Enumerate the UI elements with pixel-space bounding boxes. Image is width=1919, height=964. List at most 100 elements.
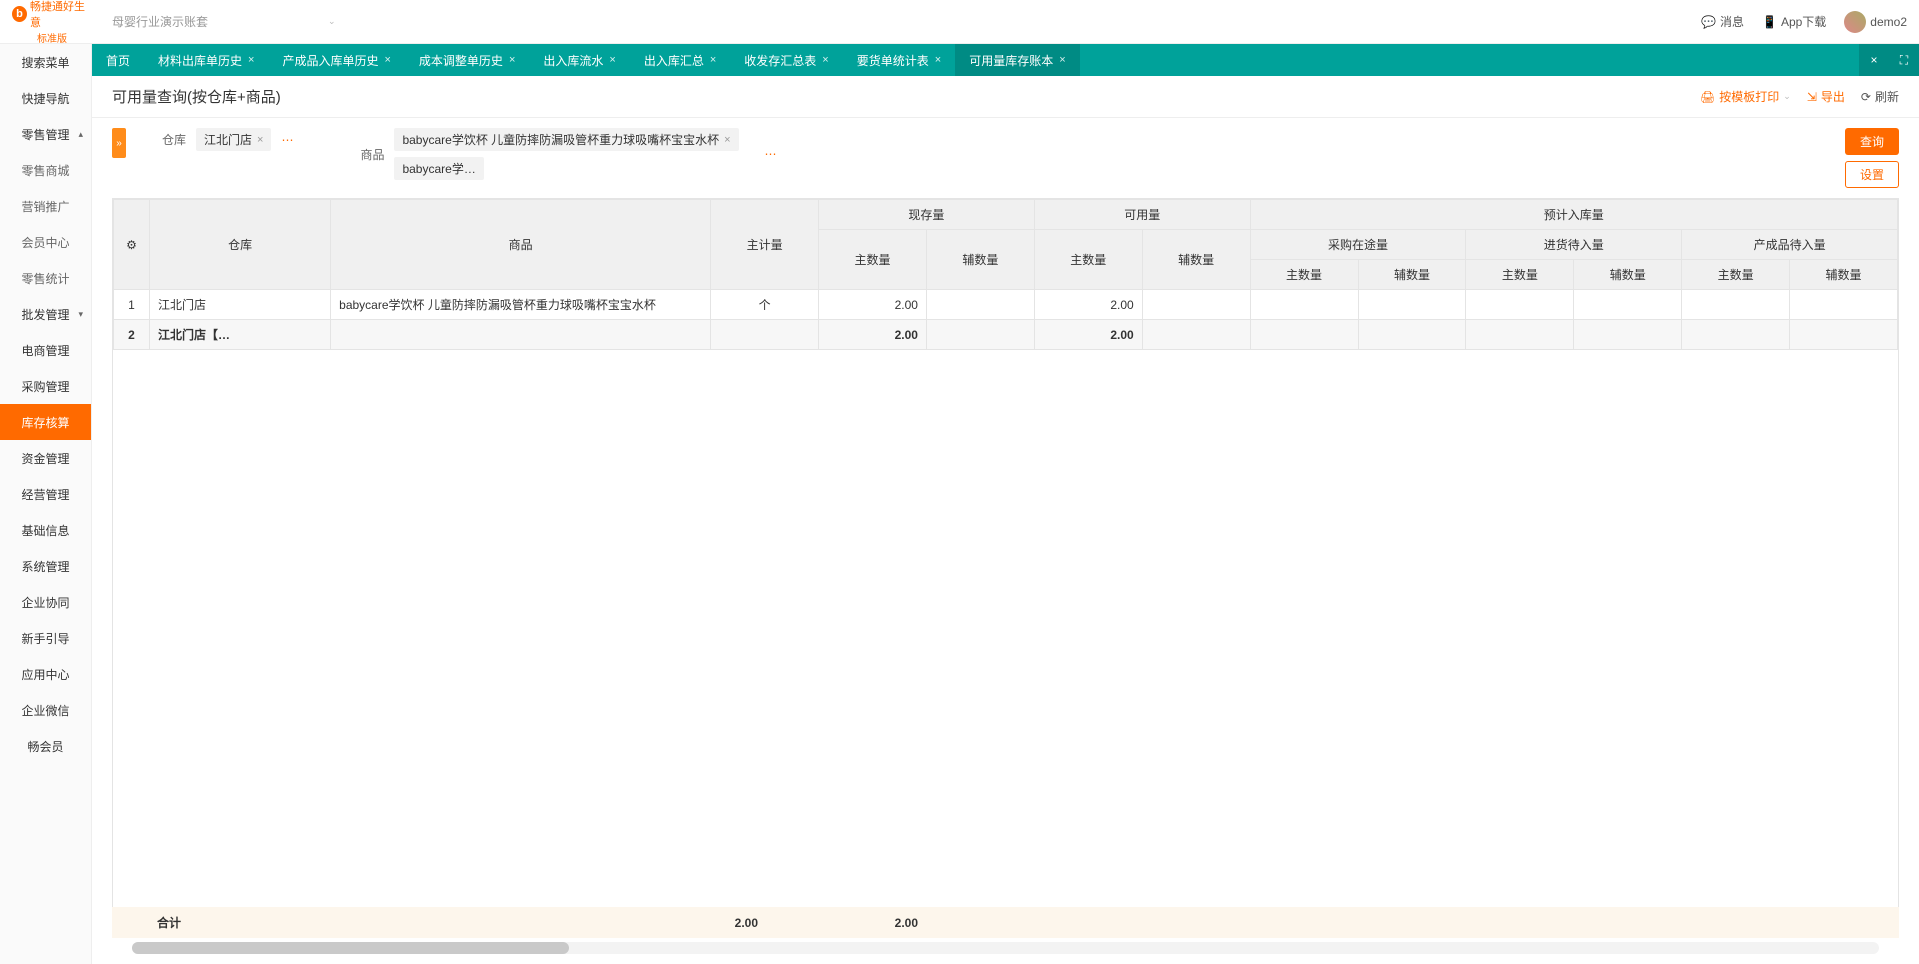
sidebar-item-inventory[interactable]: 库存核算	[0, 404, 91, 440]
tag-label: babycare学饮杯 儿童防摔防漏吸管杯重力球吸嘴杯宝宝水杯	[402, 131, 719, 148]
sidebar-item-ecommerce[interactable]: 电商管理	[0, 332, 91, 368]
close-icon[interactable]: ×	[1059, 54, 1065, 66]
tab-material-out[interactable]: 材料出库单历史 ×	[144, 44, 268, 76]
close-icon[interactable]: ×	[724, 134, 730, 146]
product-picker-button[interactable]: ⋯	[764, 147, 777, 161]
cell	[607, 908, 687, 938]
cell	[1682, 290, 1790, 320]
close-all-tabs-button[interactable]: ×	[1859, 44, 1889, 76]
tab-cost-adjust[interactable]: 成本调整单历史 ×	[405, 44, 529, 76]
warehouse-picker-button[interactable]: ⋯	[281, 133, 294, 147]
close-icon[interactable]: ×	[609, 54, 615, 66]
sidebar-item-label: 库存核算	[21, 414, 69, 431]
col-available: 可用量	[1034, 200, 1250, 230]
results-table: ⚙ 仓库 商品 主计量 现存量 可用量 预计入库量 主数量 辅数量	[92, 198, 1919, 964]
row-index: 1	[114, 290, 150, 320]
close-icon[interactable]: ×	[384, 54, 390, 66]
fullscreen-button[interactable]: ⛶	[1889, 44, 1919, 76]
app-download-link[interactable]: 📱 App下载	[1762, 13, 1826, 30]
sidebar-item-purchase[interactable]: 采购管理	[0, 368, 91, 404]
chevron-down-icon: ⌄	[1783, 91, 1791, 102]
export-button[interactable]: ⇲ 导出	[1807, 88, 1845, 105]
account-selector[interactable]: 母婴行业演示账套 ⌄	[112, 13, 336, 30]
warehouse-tag[interactable]: 江北门店 ×	[196, 128, 271, 151]
collapse-filter-handle[interactable]: »	[112, 128, 126, 158]
cell	[927, 908, 1899, 938]
tab-label: 可用量库存账本	[969, 52, 1053, 69]
filter-product: 商品 babycare学饮杯 儿童防摔防漏吸管杯重力球吸嘴杯宝宝水杯 × bab…	[354, 128, 777, 180]
phone-icon: 📱	[1762, 15, 1777, 29]
close-icon[interactable]: ×	[935, 54, 941, 66]
horizontal-scrollbar[interactable]	[132, 942, 1879, 954]
product-tag[interactable]: babycare学饮杯 儿童防摔防漏吸管杯重力球吸嘴杯宝宝水杯 ×	[394, 128, 738, 151]
cell	[711, 320, 819, 350]
sidebar-subitem-marketing[interactable]: 营销推广	[0, 188, 91, 224]
col-purchase-transit: 采购在途量	[1250, 230, 1466, 260]
cell-avail-aux	[1142, 290, 1250, 320]
sidebar-subitem-member[interactable]: 会员中心	[0, 224, 91, 260]
sidebar-item-label: 资金管理	[21, 450, 69, 467]
sidebar-item-label: 零售商城	[21, 162, 69, 179]
chevron-down-icon: ⌄	[328, 16, 336, 27]
col-product: 商品	[331, 200, 711, 290]
sidebar-subitem-retail-mall[interactable]: 零售商城	[0, 152, 91, 188]
tab-label: 成本调整单历史	[419, 52, 503, 69]
col-avail-aux: 辅数量	[1142, 230, 1250, 290]
sidebar-item-label: 企业协同	[21, 594, 69, 611]
sidebar-item-system[interactable]: 系统管理	[0, 548, 91, 584]
sidebar-item-member[interactable]: 畅会员	[0, 728, 91, 764]
sidebar-item-quicknav[interactable]: 快捷导航	[0, 80, 91, 116]
sidebar-item-appcenter[interactable]: 应用中心	[0, 656, 91, 692]
sidebar-item-label: 应用中心	[21, 666, 69, 683]
sidebar-item-search[interactable]: 搜索菜单	[0, 44, 91, 80]
cell-avail-main: 2.00	[1034, 290, 1142, 320]
sidebar-item-collab[interactable]: 企业协同	[0, 584, 91, 620]
tab-bar: 首页 材料出库单历史 × 产成品入库单历史 × 成本调整单历史 × 出入库流水× 出入…	[92, 44, 1919, 76]
user-menu[interactable]: demo2	[1844, 11, 1907, 33]
filter-bar: » 仓库 江北门店 × ⋯ 商品 babycare学饮	[92, 118, 1919, 198]
scrollbar-thumb[interactable]	[132, 942, 569, 954]
col-warehouse: 仓库	[150, 200, 331, 290]
table-settings-header[interactable]: ⚙	[114, 200, 150, 290]
sidebar-item-retail[interactable]: 零售管理	[0, 116, 91, 152]
print-template-button[interactable]: 🖨 按模板打印 ⌄	[1700, 88, 1791, 105]
query-button[interactable]: 查询	[1845, 128, 1899, 155]
tab-label: 材料出库单历史	[158, 52, 242, 69]
close-icon[interactable]: ×	[509, 54, 515, 66]
cell	[1250, 320, 1358, 350]
sidebar-item-wechat[interactable]: 企业微信	[0, 692, 91, 728]
tab-label: 产成品入库单历史	[282, 52, 378, 69]
tab-available-stock[interactable]: 可用量库存账本 ×	[955, 44, 1079, 76]
product-tag[interactable]: babycare学…	[394, 157, 483, 180]
sidebar-item-basicinfo[interactable]: 基础信息	[0, 512, 91, 548]
close-icon[interactable]: ×	[248, 54, 254, 66]
sidebar-item-wholesale[interactable]: 批发管理	[0, 296, 91, 332]
sidebar-subitem-retail-stats[interactable]: 零售统计	[0, 260, 91, 296]
sidebar-item-fund[interactable]: 资金管理	[0, 440, 91, 476]
tab-receive-issue[interactable]: 收发存汇总表 ×	[730, 44, 842, 76]
cell	[1142, 320, 1250, 350]
sidebar-item-label: 搜索菜单	[21, 54, 69, 71]
close-icon[interactable]: ×	[822, 54, 828, 66]
table-row[interactable]: 1 江北门店 babycare学饮杯 儿童防摔防漏吸管杯重力球吸嘴杯宝宝水杯 个…	[114, 290, 1898, 320]
tab-home[interactable]: 首页	[92, 44, 144, 76]
tab-requisition[interactable]: 要货单统计表×	[843, 44, 955, 76]
cell	[1358, 320, 1466, 350]
tab-finished-in[interactable]: 产成品入库单历史 ×	[268, 44, 404, 76]
tab-inout-summary[interactable]: 出入库汇总×	[630, 44, 730, 76]
refresh-button[interactable]: ⟳ 刷新	[1861, 88, 1899, 105]
cell-product: babycare学饮杯 儿童防摔防漏吸管杯重力球吸嘴杯宝宝水杯	[331, 290, 711, 320]
cell-stock-main: 2.00	[819, 320, 927, 350]
close-icon[interactable]: ×	[257, 134, 263, 146]
cell	[1574, 320, 1682, 350]
avatar	[1844, 11, 1866, 33]
tab-label: 收发存汇总表	[744, 52, 816, 69]
messages-link[interactable]: 💬 消息	[1701, 13, 1744, 30]
cell-stock-aux	[926, 290, 1034, 320]
close-icon[interactable]: ×	[710, 54, 716, 66]
sidebar-item-business[interactable]: 经营管理	[0, 476, 91, 512]
col-stock-aux: 辅数量	[926, 230, 1034, 290]
sidebar-item-guide[interactable]: 新手引导	[0, 620, 91, 656]
tab-inout-flow[interactable]: 出入库流水×	[529, 44, 629, 76]
settings-button[interactable]: 设置	[1845, 161, 1899, 188]
